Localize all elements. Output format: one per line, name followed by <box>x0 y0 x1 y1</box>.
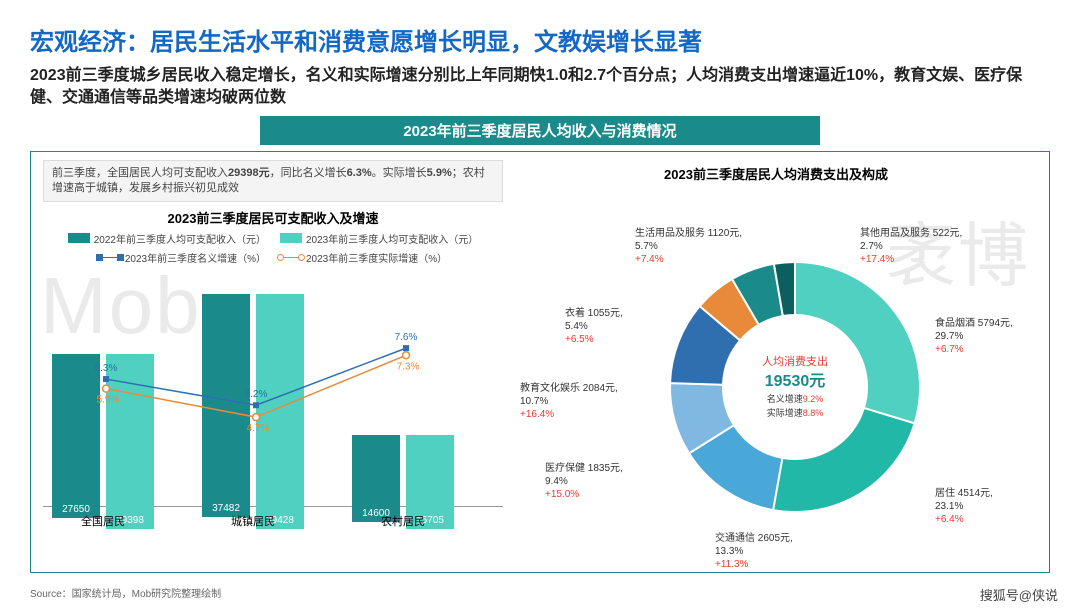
bar-chart: 27650 29398 全国居民 37482 39428 城镇居民 14600 … <box>43 271 503 551</box>
svg-text:7.6%: 7.6% <box>395 332 418 343</box>
section-banner: 2023年前三季度居民人均收入与消费情况 <box>260 116 820 145</box>
source-text: Source：国家统计局，Mob研究院整理绘制 <box>30 585 221 600</box>
svg-text:5.2%: 5.2% <box>245 389 268 400</box>
svg-text:4.7%: 4.7% <box>247 423 270 434</box>
svg-text:7.3%: 7.3% <box>397 361 420 372</box>
bar-chart-title: 2023前三季度居民可支配收入及增速 <box>43 208 503 227</box>
page-subtitle: 2023前三季度城乡居民收入稳定增长，名义和实际增速分别比上年同期快1.0和2.… <box>30 65 1050 108</box>
svg-text:5.9%: 5.9% <box>97 394 120 405</box>
summary-note: 前三季度，全国居民人均可支配收入29398元，同比名义增长6.3%。实际增长5.… <box>43 160 503 202</box>
bar-legend: 2022年前三季度人均可支配收入（元） 2023年前三季度人均可支配收入（元） … <box>43 231 503 265</box>
svg-text:6.3%: 6.3% <box>95 363 118 374</box>
footer-credit: 搜狐号@侠说 <box>980 585 1058 604</box>
page-title: 宏观经济：居民生活水平和消费意愿增长明显，文教娱增长显著 <box>30 22 1050 57</box>
pie-chart-title: 2023前三季度居民人均消费支出及构成 <box>515 164 1037 183</box>
pie-chart: 食品烟酒 5794元,29.7%+6.7%居住 4514元,23.1%+6.4%… <box>515 187 1037 567</box>
chart-frame: 前三季度，全国居民人均可支配收入29398元，同比名义增长6.3%。实际增长5.… <box>30 151 1050 573</box>
